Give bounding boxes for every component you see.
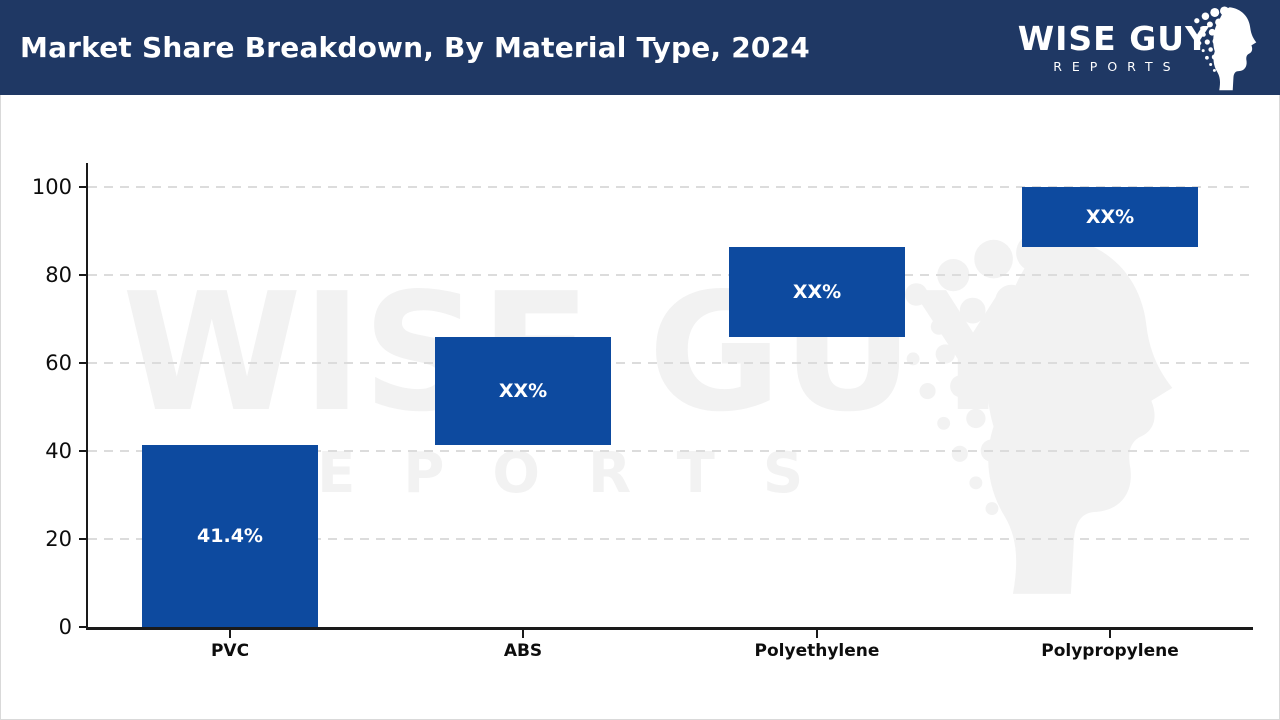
- y-tick-label: 100: [31, 175, 72, 199]
- y-axis-line: [86, 163, 88, 629]
- bar-value-label: XX%: [792, 280, 842, 303]
- y-tick: [79, 362, 86, 364]
- x-tick-label: Polyethylene: [754, 641, 880, 661]
- brand-subtitle: REPORTS: [1053, 58, 1181, 74]
- bar-value-label: XX%: [1085, 205, 1135, 228]
- gridline: [88, 274, 1253, 276]
- gridline: [88, 362, 1253, 364]
- bar-segment: XX%: [435, 337, 611, 445]
- x-tick: [1109, 630, 1111, 638]
- y-tick-label: 80: [45, 263, 72, 287]
- gridline: [88, 450, 1253, 452]
- y-tick: [79, 450, 86, 452]
- wise-guy-head-logo-icon: [1180, 5, 1266, 91]
- brand-name: WISE GUY: [1017, 19, 1210, 59]
- x-axis-line: [86, 627, 1253, 630]
- brand-text: WISE GUY REPORTS: [1018, 22, 1210, 74]
- gridline: [88, 186, 1253, 188]
- gridline: [88, 538, 1253, 540]
- x-tick-label: ABS: [503, 641, 543, 661]
- bar-segment: XX%: [729, 246, 905, 338]
- y-tick: [79, 626, 86, 628]
- x-tick: [816, 630, 818, 638]
- bar-segment: XX%: [1022, 187, 1198, 247]
- bar-value-label: 41.4%: [197, 524, 263, 547]
- bar-segment: 41.4%: [142, 444, 318, 627]
- x-tick-label: Polypropylene: [1041, 641, 1179, 661]
- y-tick: [79, 274, 86, 276]
- y-tick-label: 60: [45, 351, 72, 375]
- y-tick: [79, 186, 86, 188]
- y-tick-label: 0: [58, 615, 72, 639]
- bar-value-label: XX%: [498, 379, 548, 402]
- wise-guy-head-watermark-icon: [868, 226, 1190, 598]
- x-tick-label: PVC: [210, 641, 250, 661]
- watermark-text-line2: REPORTS: [226, 441, 852, 506]
- page-title: Market Share Breakdown, By Material Type…: [20, 31, 810, 64]
- y-tick-label: 20: [45, 527, 72, 551]
- x-tick: [522, 630, 524, 638]
- y-tick: [79, 538, 86, 540]
- header: Market Share Breakdown, By Material Type…: [0, 0, 1280, 95]
- x-tick: [229, 630, 231, 638]
- brand-logo: WISE GUY REPORTS: [1018, 4, 1266, 92]
- y-tick-label: 40: [45, 439, 72, 463]
